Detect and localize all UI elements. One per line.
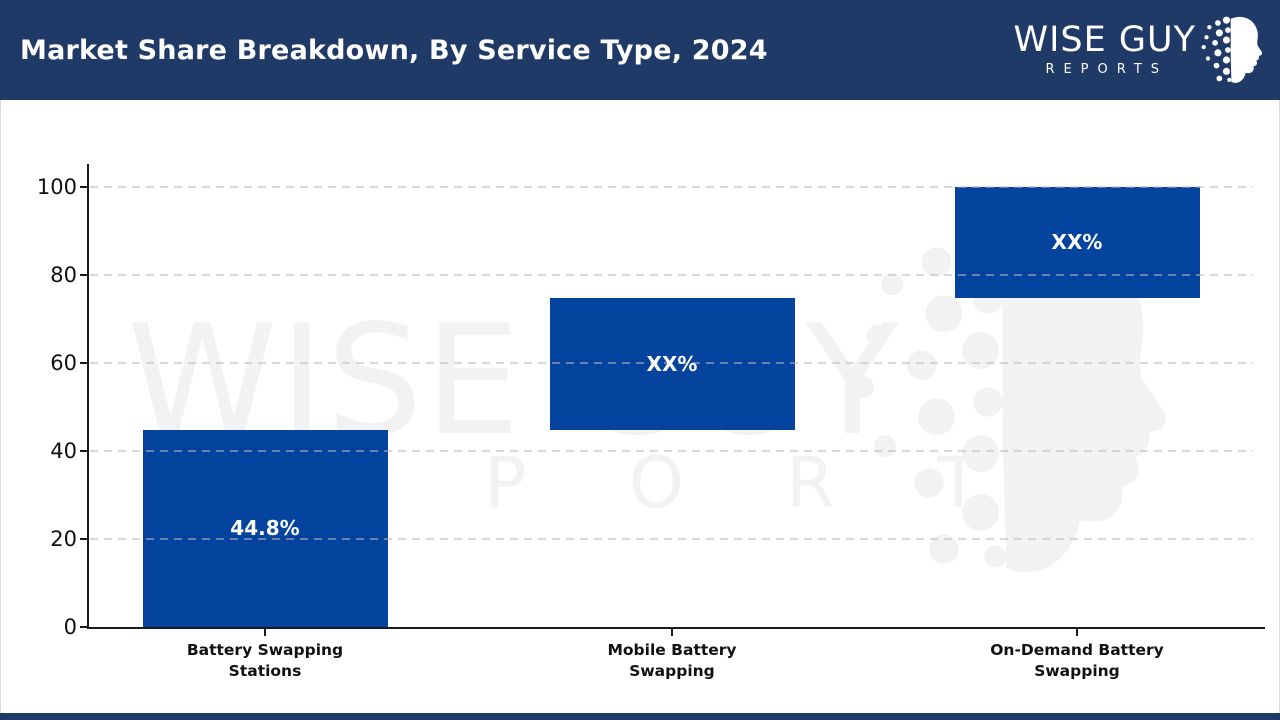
y-tick-label-60: 60 [50,351,77,375]
logo-subtitle: REPORTS [1045,62,1169,77]
header-bar: Market Share Breakdown, By Service Type,… [0,0,1280,100]
y-tick-mark-60 [80,362,88,364]
gridline-100 [90,186,1253,188]
x-category-label-1: Battery Swapping Stations [186,641,344,680]
bar-value-label-2: XX% [646,351,698,376]
plot-area: WISE GUY R E P O R T S 0 20 40 60 80 100 44.8%… [0,100,1280,720]
gridline-40 [90,450,1253,452]
y-tick-mark-40 [80,450,88,452]
x-tick-mark-1 [264,629,266,636]
chart-title: Market Share Breakdown, By Service Type,… [20,34,768,66]
bar-value-label-3: XX% [1051,230,1103,255]
gridline-60 [90,362,1253,364]
bar-segment-3 [954,187,1200,298]
y-tick-label-100: 100 [36,175,77,199]
y-tick-label-80: 80 [50,263,77,287]
y-tick-mark-80 [80,274,88,276]
wiseguy-face-icon [1201,16,1262,83]
y-axis-line [87,164,89,629]
footer-bar [0,713,1280,720]
y-tick-mark-100 [80,186,88,188]
bar-segment-1 [142,429,388,627]
y-tick-label-20: 20 [50,527,77,551]
gridline-20 [90,538,1253,540]
y-tick-mark-20 [80,538,88,540]
watermark-face-icon [851,229,1166,573]
bar-value-label-1: 44.8% [230,516,300,541]
gridline-80 [90,274,1253,276]
wiseguy-logo: WISE GUY REPORTS [1013,10,1262,90]
x-axis-line [87,627,1265,629]
x-category-label-3: On-Demand Battery Swapping [990,641,1164,680]
y-tick-label-40: 40 [50,439,77,463]
logo-name: WISE GUY [1013,20,1196,60]
x-tick-mark-2 [671,629,673,636]
y-tick-mark-0 [80,626,88,628]
x-category-label-2: Mobile Battery Swapping [607,641,737,680]
x-tick-mark-3 [1076,629,1078,636]
y-tick-label-0: 0 [63,615,77,639]
logo-text: WISE GUY REPORTS [1013,20,1196,78]
